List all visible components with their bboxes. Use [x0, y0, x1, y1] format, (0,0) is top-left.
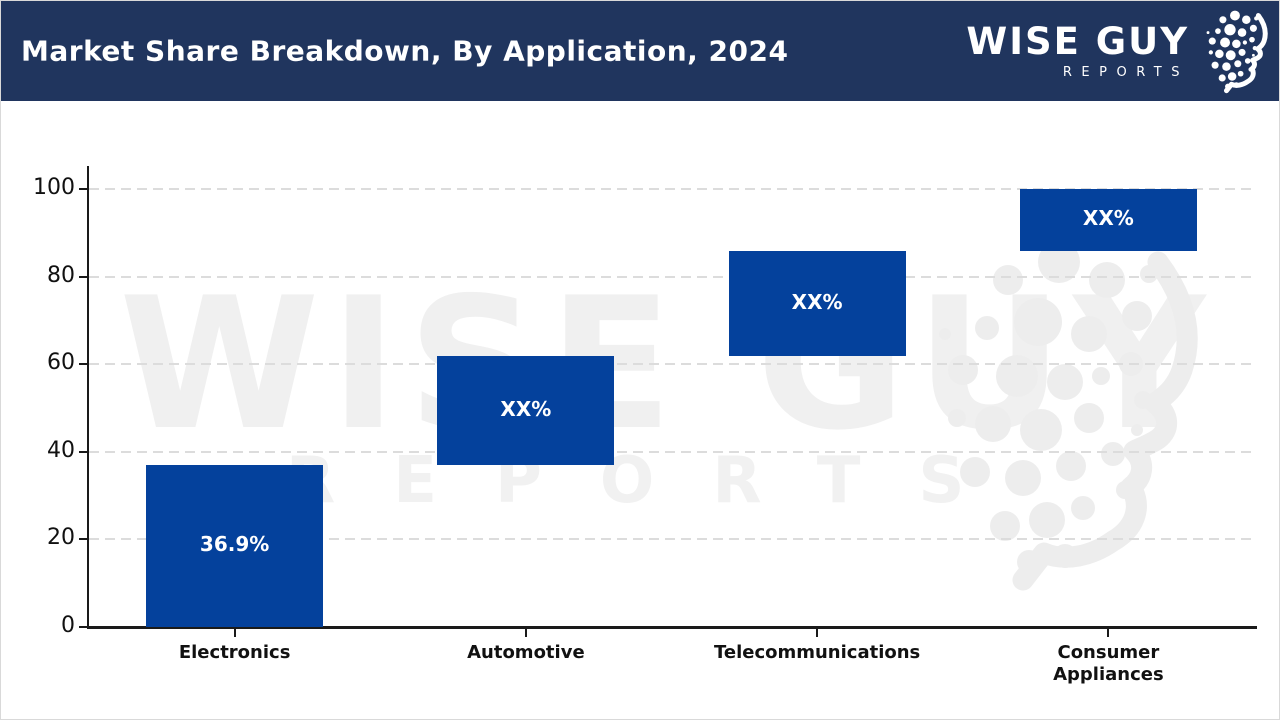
gridline-20 — [89, 538, 1254, 541]
bar-value-label-electronics: 36.9% — [199, 532, 270, 557]
y-tick-mark-20 — [79, 538, 89, 541]
bar-electronics — [146, 465, 324, 627]
y-tick-mark-80 — [79, 275, 89, 278]
wise-guy-reports-logo: WISE GUY REPORTS — [966, 5, 1269, 97]
x-axis-label-automotive: Automotive — [467, 642, 585, 663]
x-tick-mark-automotive — [524, 629, 527, 637]
gridline-100 — [89, 188, 1254, 190]
bar-telecommunications — [728, 250, 906, 357]
x-axis-label-consumer-appliances: Consumer Appliances — [1053, 642, 1164, 685]
logo-wiseguy-label: WISE GUY — [966, 19, 1189, 63]
x-axis-spine — [87, 626, 1257, 629]
gridline-80 — [89, 275, 1254, 278]
gridline-40 — [89, 450, 1254, 453]
gridline-60 — [89, 363, 1254, 366]
y-axis-spine — [87, 166, 89, 628]
header-bar: Market Share Breakdown, By Application, … — [1, 1, 1279, 101]
bar-value-label-telecommunications: XX% — [791, 289, 843, 314]
logo-text: WISE GUY REPORTS — [966, 23, 1189, 80]
x-axis-label-telecommunications: Telecommunications — [713, 642, 921, 663]
page-title: Market Share Breakdown, By Application, … — [21, 34, 789, 68]
logo-head-icon — [1206, 10, 1268, 94]
x-tick-mark-electronics — [233, 629, 236, 637]
x-tick-mark-consumer-appliances — [1107, 629, 1110, 637]
bar-consumer-appliances — [1019, 189, 1197, 251]
y-tick-mark-40 — [79, 450, 89, 453]
bar-value-label-automotive: XX% — [500, 396, 552, 421]
y-tick-label-20: 20 — [47, 525, 75, 551]
y-tick-mark-0 — [79, 626, 89, 628]
watermark-reports-text: REPORTS — [286, 444, 1023, 518]
bar-automotive — [437, 356, 615, 466]
y-tick-label-40: 40 — [47, 437, 75, 463]
bar-value-label-consumer-appliances: XX% — [1082, 205, 1134, 230]
x-tick-mark-telecommunications — [816, 629, 819, 637]
y-tick-label-100: 100 — [33, 175, 75, 200]
y-tick-mark-60 — [79, 363, 89, 366]
logo-reports-label: REPORTS — [1062, 64, 1189, 80]
y-tick-label-80: 80 — [47, 262, 75, 288]
y-tick-label-60: 60 — [47, 350, 75, 376]
x-axis-label-electronics: Electronics — [178, 642, 291, 663]
y-tick-mark-100 — [79, 188, 89, 190]
y-tick-label-0: 0 — [61, 613, 75, 638]
